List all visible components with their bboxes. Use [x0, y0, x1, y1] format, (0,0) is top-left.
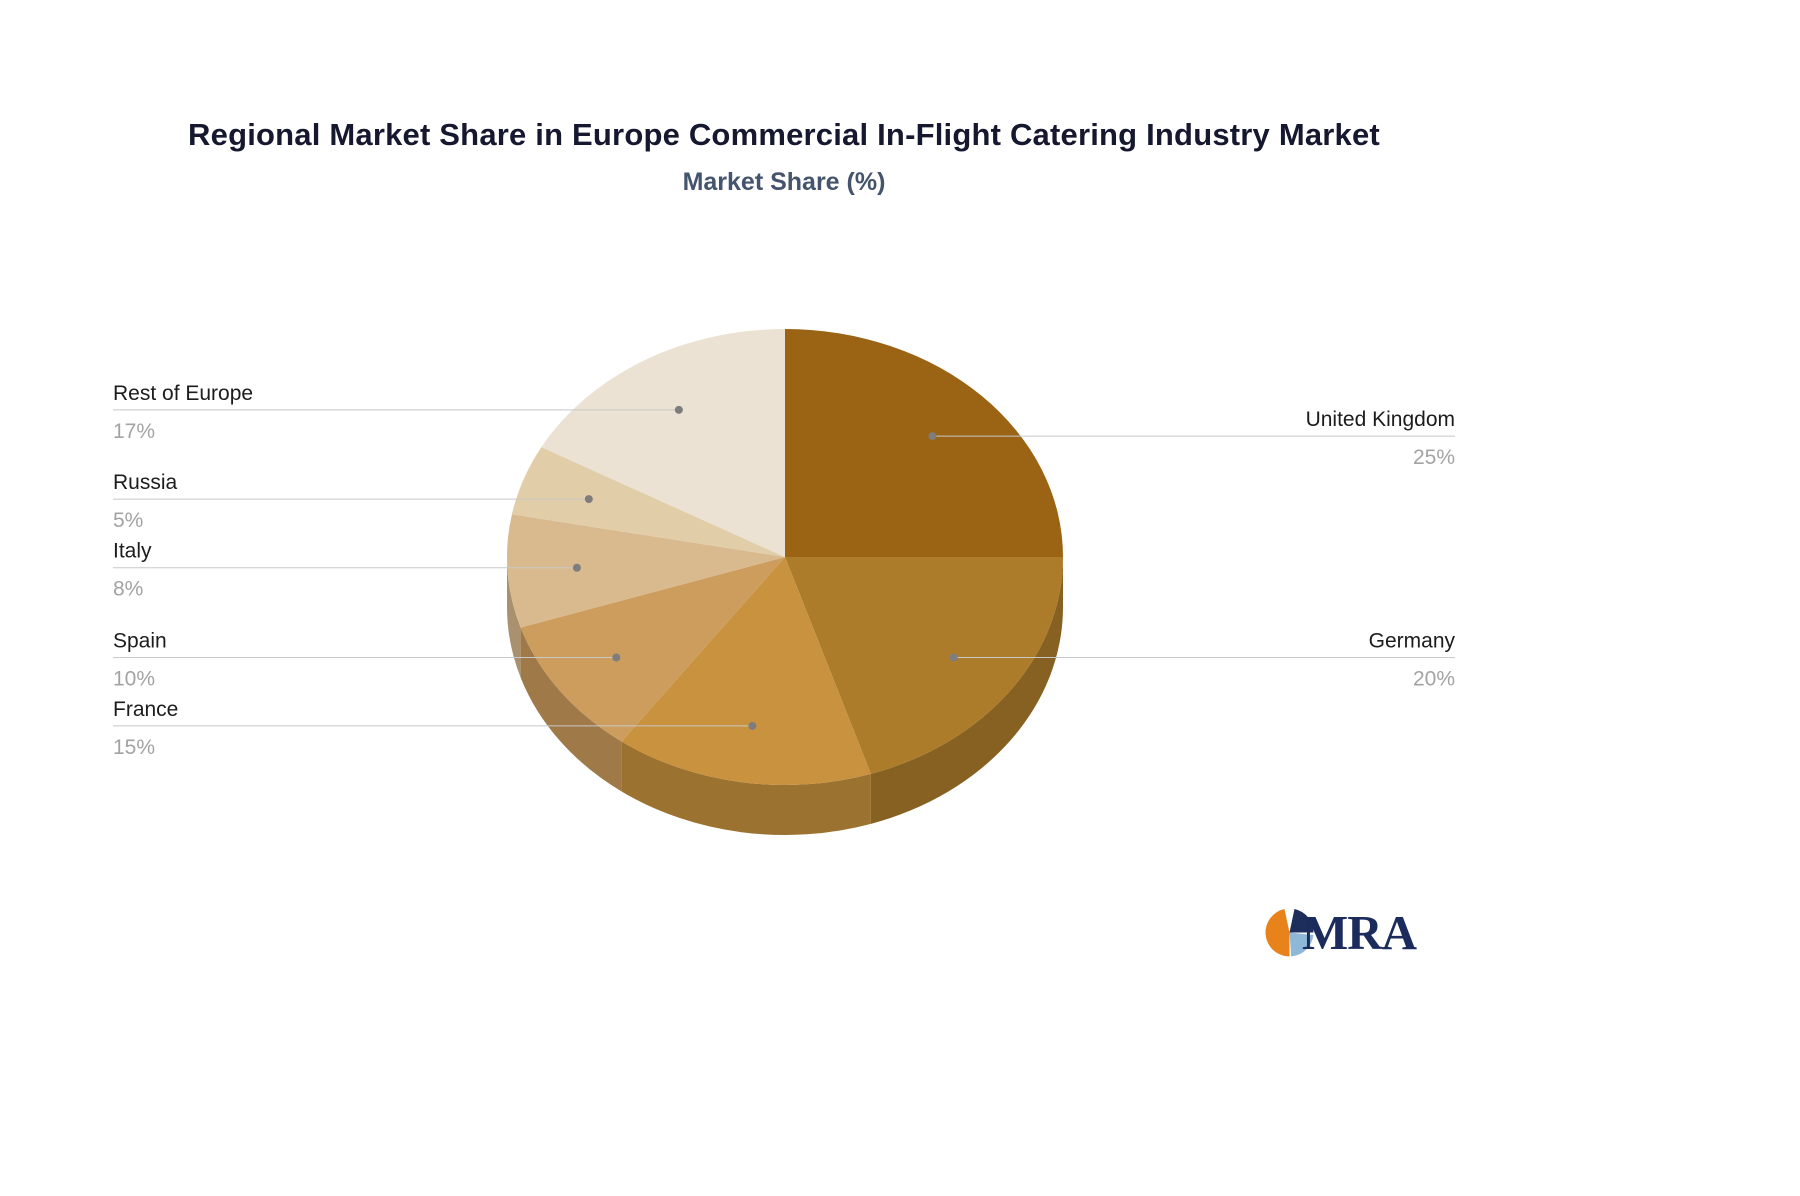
label-dot-italy	[572, 563, 581, 572]
pie-slice-rest-of-europe[interactable]	[541, 329, 785, 557]
slice-percent-russia: 5%	[113, 509, 143, 532]
slice-percent-spain: 10%	[113, 668, 155, 691]
pie-slice-side-france	[621, 741, 871, 835]
pie-slice-united-kingdom[interactable]	[785, 329, 1063, 557]
logo-wedge-navy	[1289, 909, 1314, 933]
logo-pie-icon	[1265, 909, 1314, 957]
pie-labels: United Kingdom 25% Germany 20% France 15% Spai…	[113, 382, 1455, 759]
slice-name-rest-of-europe: Rest of Europe	[113, 382, 253, 405]
logo-text: MRA	[1302, 905, 1417, 960]
pie-slice-italy[interactable]	[507, 514, 785, 628]
slice-percent-france: 15%	[113, 736, 155, 759]
chart-title: Regional Market Share in Europe Commerci…	[188, 117, 1380, 152]
label-dot-france	[748, 721, 757, 730]
label-dot-rest-of-europe	[674, 405, 683, 414]
slice-name-spain: Spain	[113, 630, 167, 653]
label-dot-germany	[949, 653, 958, 662]
pie-3d-sides	[507, 557, 1063, 835]
pie-slice-russia[interactable]	[511, 447, 785, 557]
pie-slices	[507, 329, 1063, 785]
pie-slice-side-germany	[870, 557, 1063, 824]
slice-name-italy: Italy	[113, 540, 152, 563]
slice-percent-germany: 20%	[1413, 668, 1455, 691]
chart-subtitle: Market Share (%)	[682, 168, 886, 196]
logo-wedge-orange	[1265, 909, 1290, 957]
pie-slice-side-italy	[507, 557, 521, 678]
slice-percent-italy: 8%	[113, 578, 143, 601]
pie-slice-spain[interactable]	[520, 557, 785, 742]
slice-percent-united-kingdom: 25%	[1413, 446, 1455, 469]
slice-name-united-kingdom: United Kingdom	[1306, 408, 1455, 431]
logo: MRA	[1263, 905, 1417, 960]
pie-slice-germany[interactable]	[785, 557, 1063, 774]
label-dot-spain	[612, 653, 621, 662]
slice-percent-rest-of-europe: 17%	[113, 420, 155, 443]
logo-wedge-light-blue	[1289, 932, 1314, 957]
pie-slice-france[interactable]	[621, 557, 871, 785]
slice-name-france: France	[113, 698, 178, 721]
label-dot-united-kingdom	[928, 432, 937, 441]
slice-name-russia: Russia	[113, 471, 178, 494]
slice-name-germany: Germany	[1369, 630, 1456, 653]
label-dot-russia	[584, 495, 593, 504]
pie-slice-side-spain	[520, 627, 622, 792]
